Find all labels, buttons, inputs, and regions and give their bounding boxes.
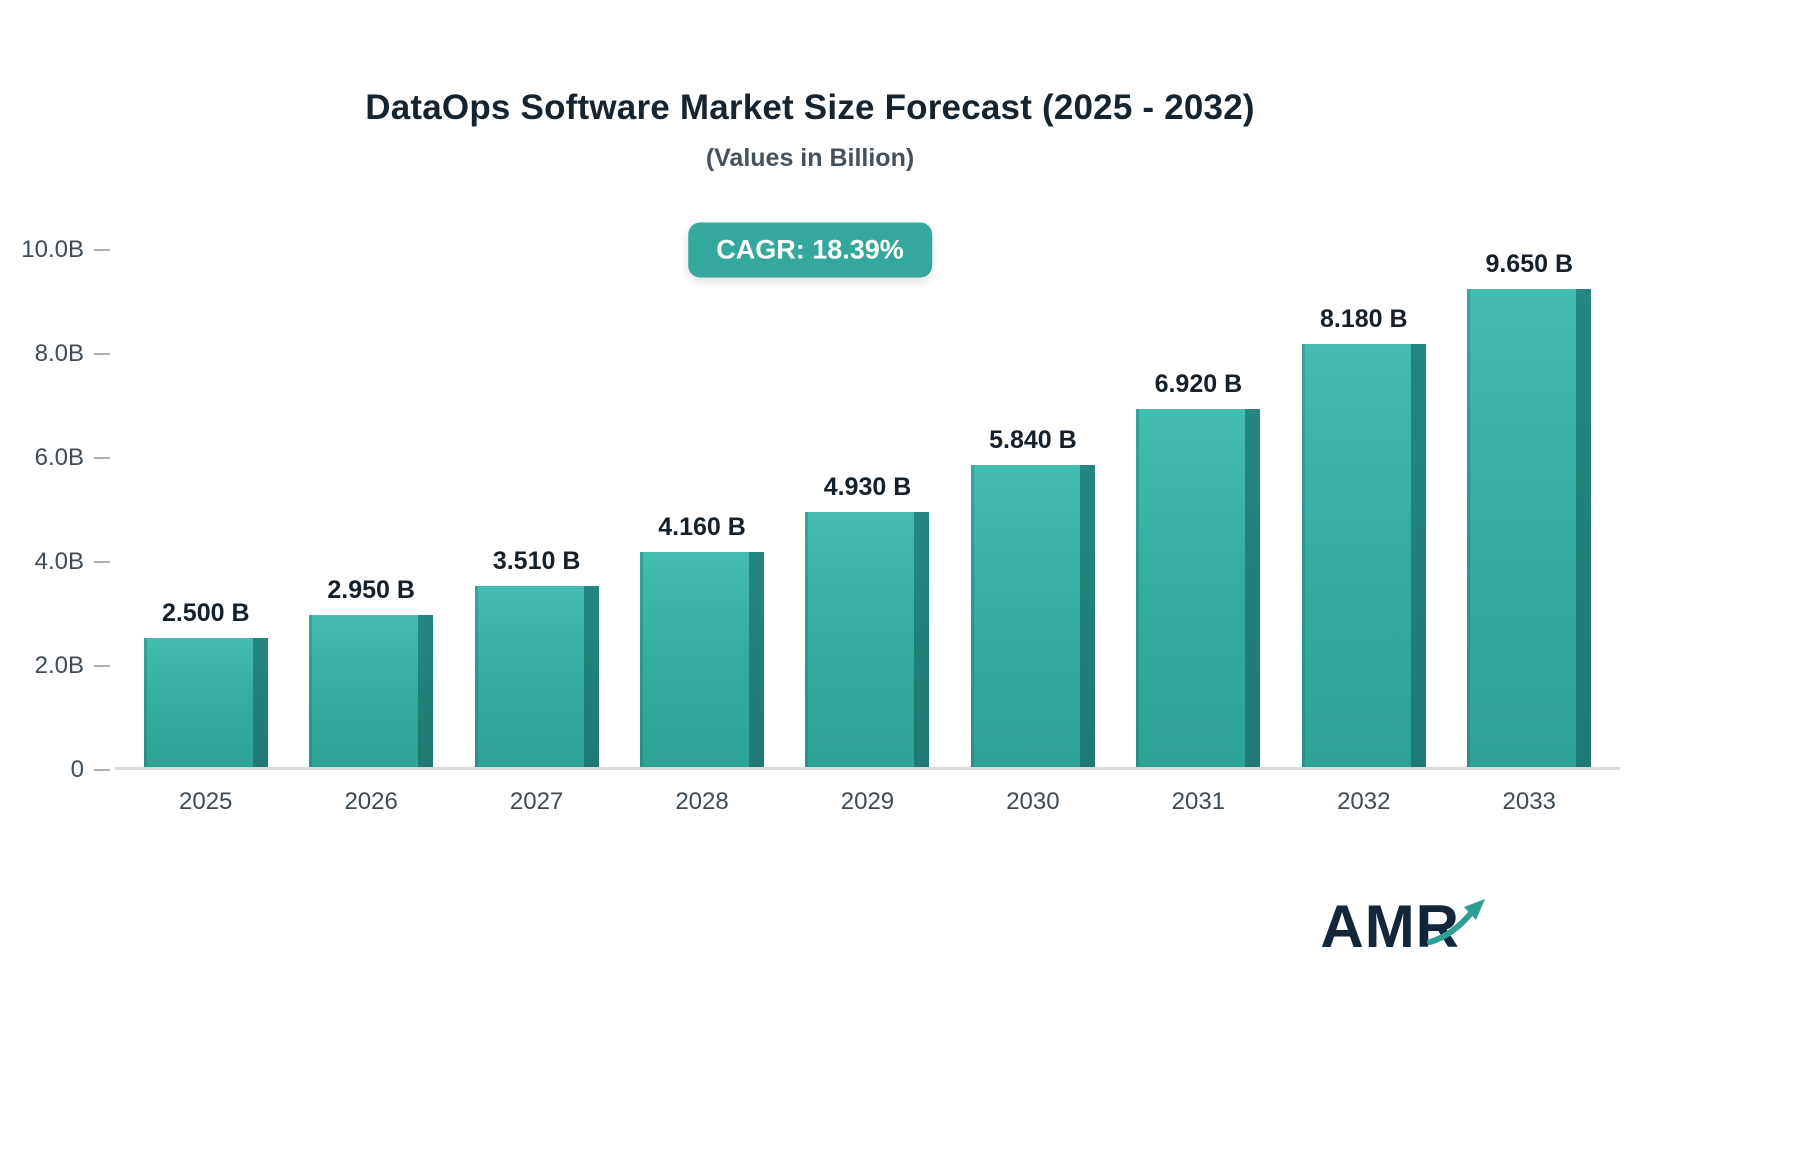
bar-side-shade <box>1245 409 1261 767</box>
bar-face <box>143 637 253 767</box>
bar-value-label: 4.930 B <box>823 473 912 502</box>
logo-arrow-icon <box>1427 898 1485 945</box>
bar-side-shade <box>1079 465 1095 767</box>
bar-column: 3.510 B <box>454 250 619 767</box>
bar-face <box>970 465 1080 767</box>
bar-value-label: 4.160 B <box>658 512 746 541</box>
x-tick-label: 2027 <box>509 788 564 815</box>
x-tick-label: 2028 <box>675 788 729 815</box>
bar <box>474 585 599 767</box>
bar-face <box>309 614 419 767</box>
bar-face <box>1301 344 1411 767</box>
y-tick-mark <box>94 457 110 459</box>
x-axis: 2025 2026 2027 2028 2029 2030 2031 2032 2033 <box>115 788 1620 816</box>
amr-logo-text: AMR <box>1320 893 1460 960</box>
bar-face <box>474 585 584 767</box>
bar <box>143 637 268 767</box>
bar <box>640 551 765 767</box>
y-tick-label: 6.0B <box>34 444 84 471</box>
bar-value-label: 3.510 B <box>492 546 581 575</box>
bar-column: 8.180 B <box>1281 250 1446 767</box>
bar <box>1301 344 1426 767</box>
bar-side-shade <box>1410 344 1426 767</box>
bar <box>1467 289 1592 767</box>
y-tick: 2.0B <box>35 652 115 680</box>
x-tick-label: 2029 <box>840 788 895 815</box>
y-tick: 10.0B <box>21 236 115 264</box>
bar-chart: CAGR: 18.39% 0 2.0B 4.0B 6.0B 8.0B 10.0B 2.50… <box>0 222 1620 816</box>
bar-side-shade <box>1576 289 1592 767</box>
x-tick-label: 2026 <box>344 788 398 815</box>
bar-value-label: 5.840 B <box>989 426 1077 455</box>
plot: 2.500 B 2.950 B 3.510 B 4.160 B 4.930 B 5.840… <box>115 250 1620 770</box>
bar-value-label: 2.950 B <box>327 575 415 604</box>
bar-value-label: 6.920 B <box>1154 370 1243 399</box>
bar-side-shade <box>252 637 268 767</box>
y-tick-mark <box>94 769 110 771</box>
bar-side-shade <box>914 512 930 767</box>
y-tick-label: 8.0B <box>34 340 84 367</box>
amr-logo: AMR <box>1320 892 1488 961</box>
y-tick: 8.0B <box>35 340 115 368</box>
cagr-badge: CAGR: 18.39% <box>688 222 932 278</box>
y-axis: 0 2.0B 4.0B 6.0B 8.0B 10.0B <box>0 236 115 783</box>
bar <box>970 465 1095 767</box>
x-tick-label: 2025 <box>179 788 233 815</box>
bar-side-shade <box>583 585 599 767</box>
y-tick-mark <box>94 249 110 251</box>
bar-side-shade <box>418 614 434 767</box>
x-tick-label: 2033 <box>1502 788 1556 815</box>
x-tick-label: 2030 <box>1006 788 1060 815</box>
bar-column: 4.930 B <box>785 250 950 767</box>
y-tick: 6.0B <box>35 444 115 472</box>
y-tick-label: 4.0B <box>34 548 84 575</box>
bar-column: 2.500 B <box>123 250 288 767</box>
chart-title: DataOps Software Market Size Forecast (2… <box>365 88 1255 127</box>
bar-value-label: 2.500 B <box>161 598 250 627</box>
bar-side-shade <box>749 551 765 767</box>
bar-face <box>640 551 750 767</box>
bar-column: 4.160 B <box>619 250 784 767</box>
y-tick-mark <box>94 561 110 563</box>
chart-page: DataOps Software Market Size Forecast (2… <box>0 88 1620 816</box>
bar-face <box>1467 289 1577 767</box>
bar-column: 5.840 B <box>950 250 1115 767</box>
bar <box>805 512 930 767</box>
y-tick-mark <box>94 665 110 667</box>
x-tick-label: 2032 <box>1337 788 1391 815</box>
bar-column: 9.650 B <box>1447 250 1612 767</box>
bar-value-label: 8.180 B <box>1320 305 1408 334</box>
chart-subtitle: (Values in Billion) <box>705 144 915 172</box>
bar-column: 2.950 B <box>288 250 453 767</box>
y-tick-label: 2.0B <box>34 652 84 679</box>
plot-area: 2.500 B 2.950 B 3.510 B 4.160 B 4.930 B 5.840… <box>115 250 1620 816</box>
y-tick: 4.0B <box>35 548 115 576</box>
y-tick-label: 10.0B <box>21 236 84 263</box>
y-tick-label: 0 <box>70 756 84 783</box>
bar <box>1136 409 1261 767</box>
bar-face <box>1136 409 1246 767</box>
y-tick: 0 <box>71 756 115 784</box>
bar-column: 6.920 B <box>1116 250 1281 767</box>
x-tick-label: 2031 <box>1171 788 1226 815</box>
bar <box>309 614 434 767</box>
y-tick-mark <box>94 353 110 355</box>
bar-value-label: 9.650 B <box>1485 250 1573 278</box>
bar-face <box>805 512 915 767</box>
